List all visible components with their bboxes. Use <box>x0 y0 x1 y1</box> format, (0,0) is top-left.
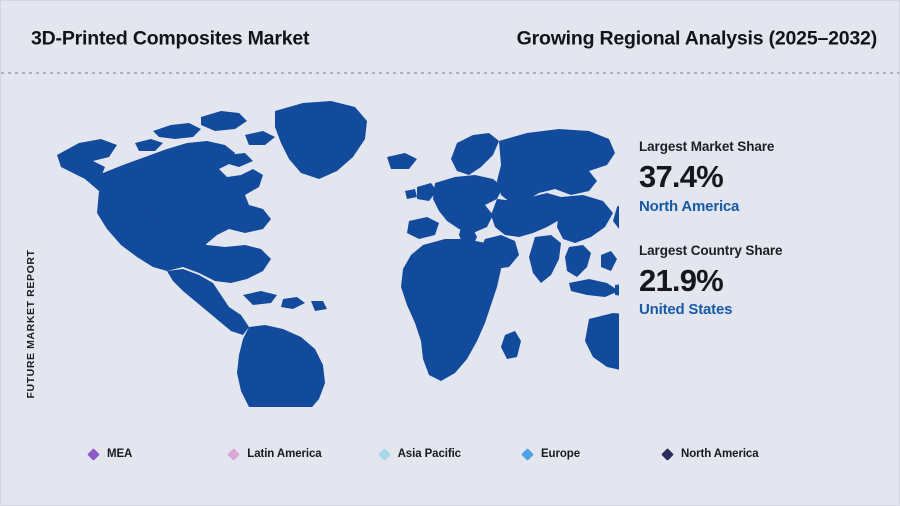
stat-largest-country-share: Largest Country Share 21.9% United State… <box>639 243 879 319</box>
stat-value: 21.9% <box>639 262 724 298</box>
diamond-marker-icon <box>377 447 391 461</box>
legend-item-europe: Europe <box>521 447 580 461</box>
diamond-marker-icon <box>521 447 534 461</box>
legend-item-north-america: North America <box>661 447 759 461</box>
legend: MEA Latin America Asia Pacific Europe No… <box>87 447 759 461</box>
world-map-svg <box>57 101 619 407</box>
legend-item-asia-pacific: Asia Pacific <box>377 447 461 461</box>
header-divider <box>1 72 899 74</box>
legend-item-label: MEA <box>107 448 133 460</box>
stat-value: 37.4% <box>639 159 724 194</box>
stats-panel: Largest Market Share 37.4% North America… <box>639 139 879 346</box>
legend-item-latin-america: Latin America <box>227 447 322 461</box>
map-landmasses <box>57 101 619 407</box>
diamond-marker-icon <box>87 447 100 461</box>
legend-item-mea: MEA <box>87 447 133 461</box>
page-title: 3D-Printed Composites Market <box>31 27 310 50</box>
legend-item-label: Europe <box>540 448 580 460</box>
stat-label: Largest Market Share <box>639 139 775 154</box>
legend-item-label: Asia Pacific <box>397 448 461 460</box>
legend-item-label: North America <box>680 448 759 460</box>
diamond-marker-icon <box>661 447 674 461</box>
world-map <box>49 87 619 407</box>
report-watermark: FUTURE MARKET REPORT <box>25 249 37 399</box>
diamond-marker-icon <box>227 447 241 461</box>
header-subtitle: Growing Regional Analysis (2025–2032) <box>516 27 878 50</box>
stat-label: Largest Country Share <box>639 242 783 258</box>
header: 3D-Printed Composites Market Growing Reg… <box>1 1 899 74</box>
stat-region: United States <box>639 301 733 319</box>
stat-region: North America <box>639 197 740 215</box>
stat-largest-market-share: Largest Market Share 37.4% North America <box>639 139 879 215</box>
legend-item-label: Latin America <box>247 448 322 460</box>
